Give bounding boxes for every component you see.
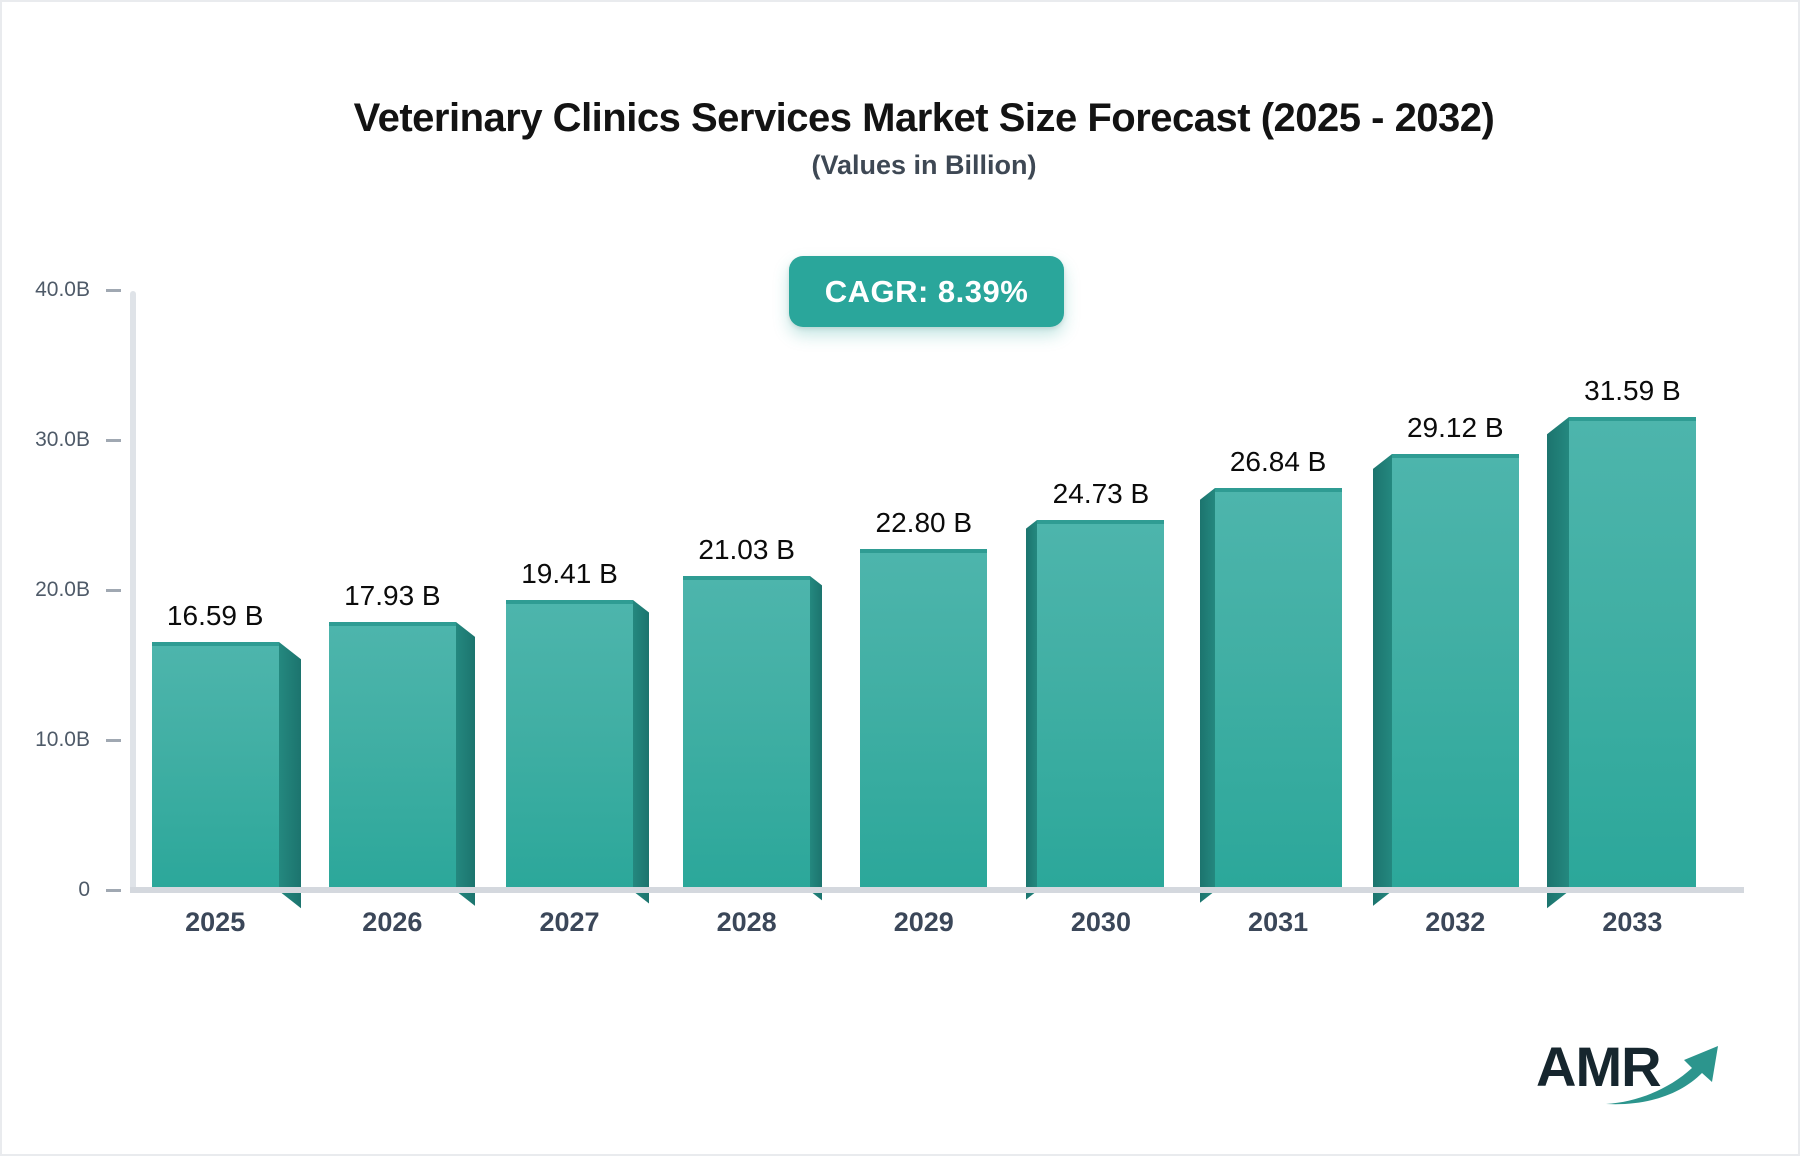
bar-front-face xyxy=(1391,454,1519,891)
x-axis-label: 2033 xyxy=(1602,906,1663,937)
bar-front-face xyxy=(328,622,456,891)
bar-side-face xyxy=(1546,417,1569,909)
bar-value-label: 31.59 B xyxy=(1584,375,1681,407)
y-tick-label: 20.0B xyxy=(35,578,90,601)
x-axis-label: 2028 xyxy=(716,906,777,937)
amr-logo: AMR xyxy=(1536,1034,1726,1114)
bar: 29.12 B 2032 xyxy=(1372,412,1519,937)
cagr-badge: CAGR: 8.39% xyxy=(789,256,1064,327)
y-tick-label: 0 xyxy=(78,878,90,901)
bar-value-label: 29.12 B xyxy=(1406,412,1504,444)
bar-front-face xyxy=(1214,488,1342,891)
bar-value-label: 26.84 B xyxy=(1229,446,1327,478)
bar-front-face xyxy=(151,642,279,891)
bar-value-label: 17.93 B xyxy=(344,580,441,612)
y-tick-dash xyxy=(106,589,121,592)
bar-side-face xyxy=(278,642,301,909)
bar: 19.41 B 2027 xyxy=(506,558,649,937)
bar-front-face xyxy=(860,549,988,891)
chart-title: Veterinary Clinics Services Market Size … xyxy=(353,96,1495,140)
bar-side-face xyxy=(633,599,649,904)
chart-subtitle: (Values in Billion) xyxy=(811,150,1037,180)
growth-arrow-icon xyxy=(1606,1046,1718,1105)
bar-front-face xyxy=(1568,417,1696,891)
x-axis-label: 2030 xyxy=(1070,906,1131,937)
bar-side-face xyxy=(1199,488,1215,903)
bar-side-face xyxy=(455,622,475,906)
y-axis-line xyxy=(130,291,136,891)
y-tick-dash xyxy=(106,289,121,292)
y-tick-dash xyxy=(106,439,121,442)
amr-logo-text: AMR xyxy=(1536,1035,1662,1098)
bar: 22.80 B 2029 xyxy=(860,507,988,937)
bar: 24.73 B 2030 xyxy=(1026,478,1165,937)
bar-side-face xyxy=(1026,520,1038,900)
bar-front-face xyxy=(683,575,811,891)
y-tick-dash xyxy=(106,889,121,892)
bar: 16.59 B 2025 xyxy=(151,600,301,937)
bar: 17.93 B 2026 xyxy=(328,580,475,937)
bar-value-label: 16.59 B xyxy=(166,600,264,632)
bar-side-face xyxy=(1372,454,1392,906)
x-axis-label: 2026 xyxy=(362,906,423,937)
x-axis-label: 2029 xyxy=(893,907,954,937)
x-axis-baseline xyxy=(130,887,1744,893)
x-axis-label: 2027 xyxy=(539,906,600,937)
x-axis-label: 2025 xyxy=(185,906,246,937)
bar-front-face xyxy=(1037,520,1165,891)
y-tick-label: 40.0B xyxy=(35,278,90,301)
bar: 31.59 B 2033 xyxy=(1546,375,1696,937)
x-axis-label: 2032 xyxy=(1425,906,1486,937)
bar: 26.84 B 2031 xyxy=(1199,446,1342,937)
bar-value-label: 22.80 B xyxy=(875,507,973,538)
bar-value-label: 19.41 B xyxy=(521,557,618,589)
bar: 21.03 B 2028 xyxy=(683,534,823,937)
bar-front-face xyxy=(506,599,633,891)
y-tick-dash xyxy=(106,739,121,742)
bar-value-label: 21.03 B xyxy=(698,533,795,565)
y-tick-label: 10.0B xyxy=(35,728,90,751)
y-tick-label: 30.0B xyxy=(35,428,90,451)
bar-side-face xyxy=(810,575,823,901)
x-axis-label: 2031 xyxy=(1248,906,1309,937)
bar-value-label: 24.73 B xyxy=(1052,478,1150,510)
